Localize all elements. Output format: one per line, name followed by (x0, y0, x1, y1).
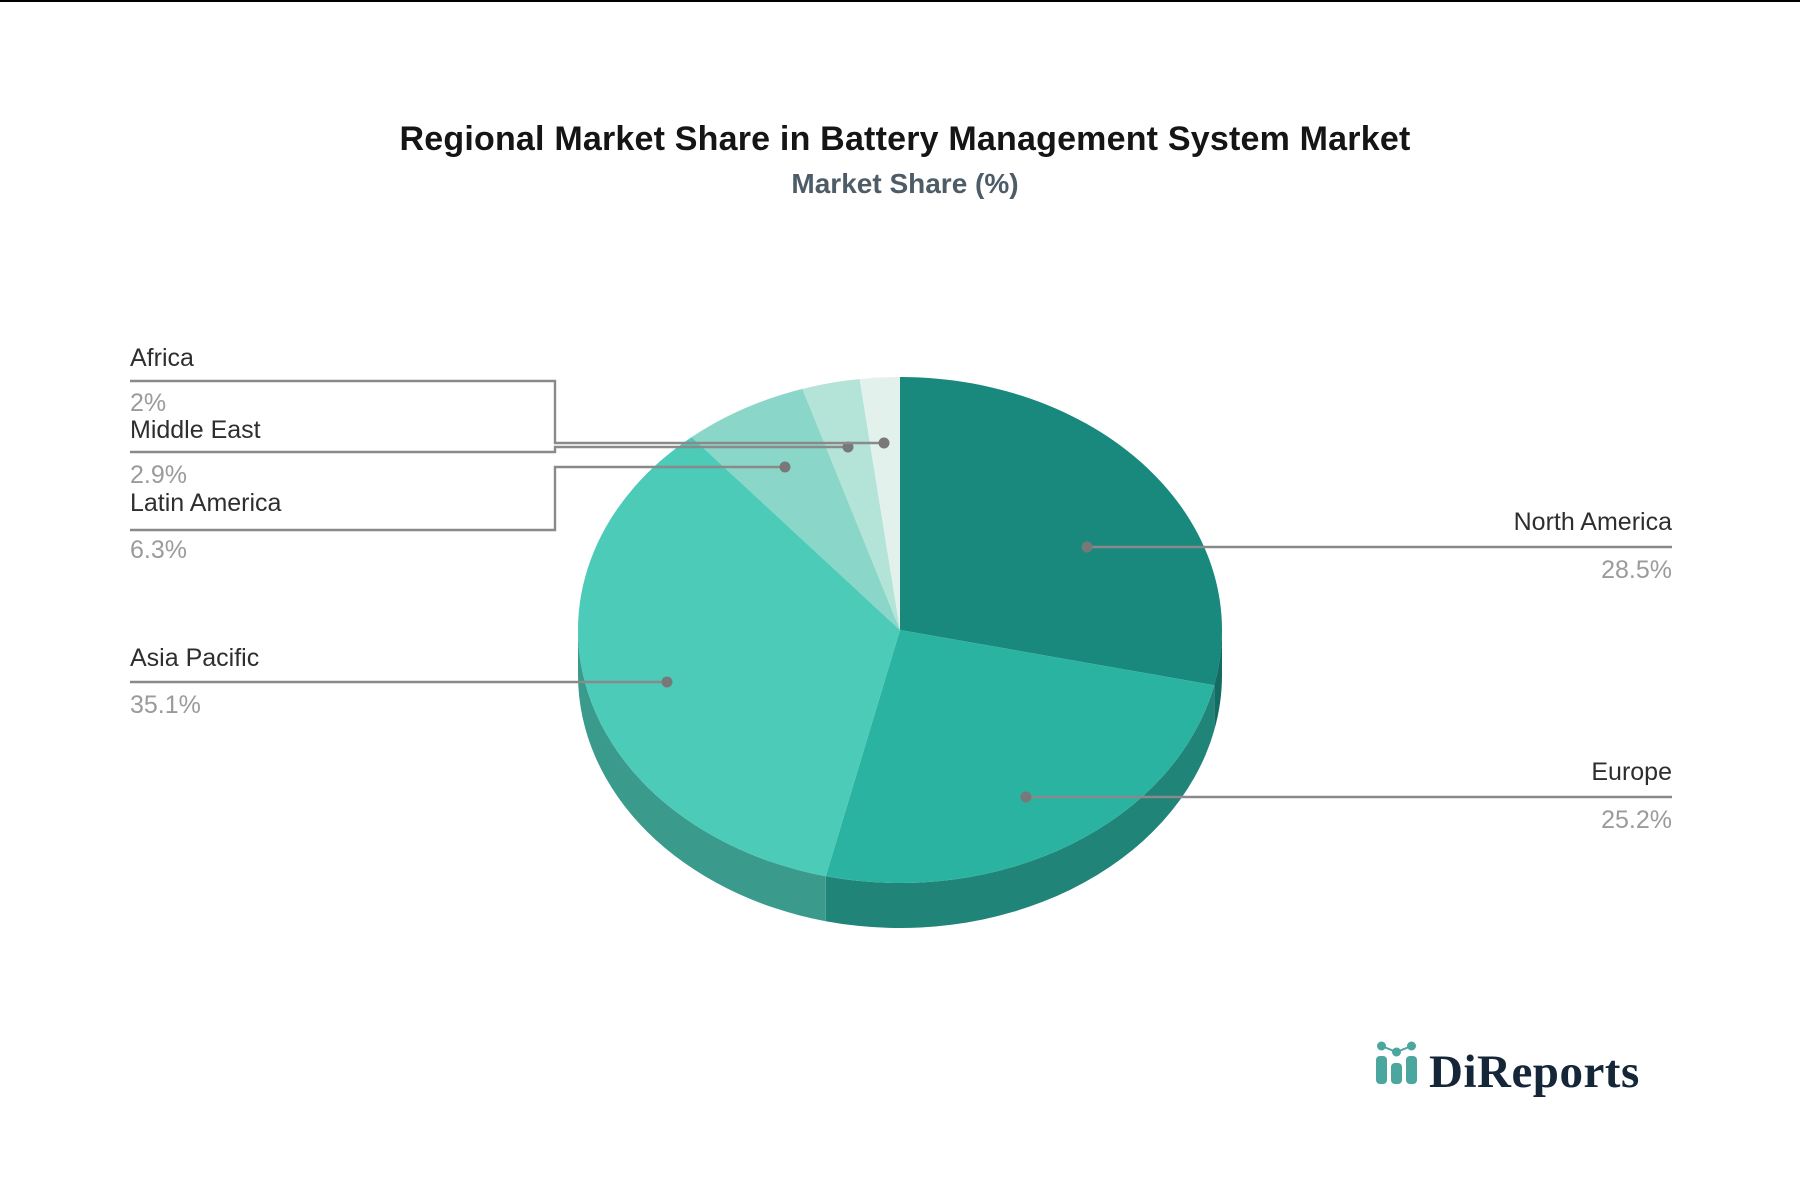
slice-value-latin-america: 6.3% (130, 536, 187, 564)
leader-dot-latin-america (779, 461, 791, 473)
slice-label-asia-pacific: Asia Pacific (130, 644, 260, 672)
brand-logo: DiReports (1374, 1036, 1640, 1096)
pie-slice-europe[interactable] (825, 630, 1215, 883)
brand-logo-text: DiReports (1429, 1046, 1640, 1098)
pie-slice-asia-pacific[interactable] (578, 437, 900, 877)
pie-side-north-america (1214, 630, 1222, 731)
leader-dot-middle-east (842, 441, 854, 453)
chart-subtitle: Market Share (%) (791, 168, 1019, 199)
slice-value-middle-east: 2.9% (130, 461, 187, 489)
pie-slice-africa[interactable] (859, 377, 900, 630)
leader-line-middle-east (130, 445, 848, 454)
leader-dot-asia-pacific (661, 676, 673, 688)
pie-slice-north-america[interactable] (900, 377, 1222, 686)
leader-dot-africa (878, 437, 890, 449)
top-border (0, 0, 1800, 2)
slice-value-europe: 25.2% (1601, 806, 1672, 834)
slice-label-africa: Africa (130, 344, 194, 372)
leader-dot-europe (1020, 791, 1032, 803)
bar-chart-icon (1376, 1041, 1417, 1084)
pie-side-europe (825, 685, 1215, 928)
leader-line-africa (130, 379, 884, 445)
slice-value-africa: 2% (130, 389, 167, 417)
leader-line-latin-america (130, 465, 785, 532)
slice-label-europe: Europe (1591, 758, 1672, 786)
pie-slice-latin-america[interactable] (691, 388, 900, 630)
pie-slice-middle-east[interactable] (802, 378, 900, 630)
slice-label-latin-america: Latin America (130, 489, 282, 517)
slice-value-north-america: 28.5% (1601, 556, 1672, 584)
slice-label-north-america: North America (1513, 508, 1672, 536)
leader-dot-north-america (1081, 541, 1093, 553)
slice-value-asia-pacific: 35.1% (130, 691, 201, 719)
pie-side-asia-pacific (578, 630, 826, 922)
chart-title: Regional Market Share in Battery Managem… (399, 120, 1411, 158)
slice-label-middle-east: Middle East (130, 416, 261, 444)
